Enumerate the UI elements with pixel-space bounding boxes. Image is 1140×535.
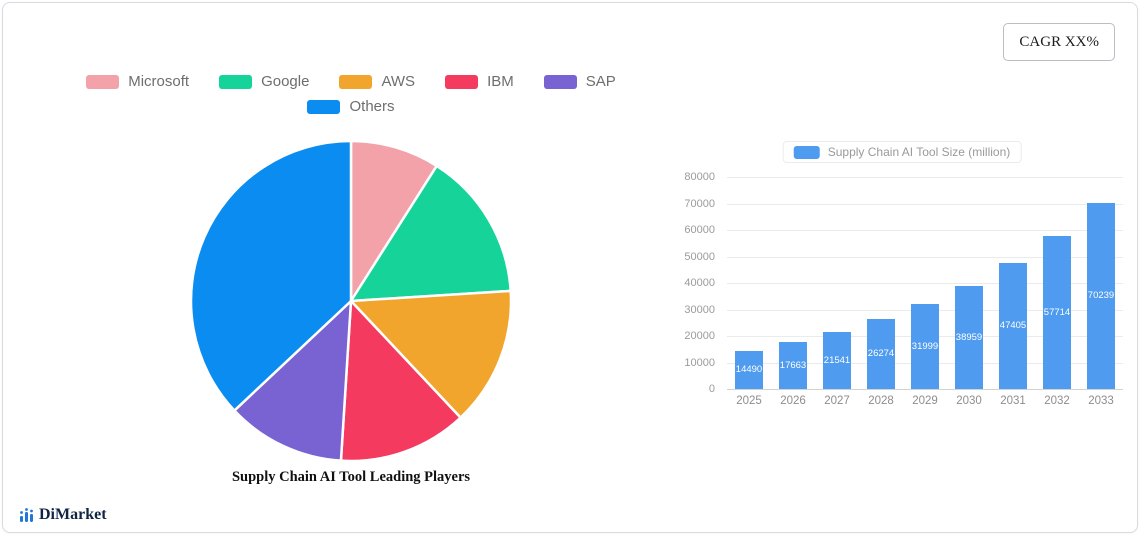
bar-plot: 14490 17663 21541 26274 31999 38959 47405 57714…: [727, 177, 1123, 390]
bar-column-2032: 57714: [1035, 177, 1079, 389]
bar-2026[interactable]: 17663: [779, 342, 807, 389]
legend-item-sap[interactable]: SAP: [543, 73, 616, 90]
x-tick-2029: 2029: [912, 395, 938, 407]
legend-swatch-google: [219, 74, 253, 89]
gridline-50000: [727, 256, 1123, 258]
legend-swatch-sap: [543, 74, 577, 89]
legend-label-ibm: IBM: [487, 73, 514, 90]
legend-item-aws[interactable]: AWS: [339, 73, 415, 90]
pie-legend-row-1: Microsoft Google AWS IBM SAP: [86, 73, 616, 90]
bar-plot-area: 0 10000 20000 30000 40000 50000 60000 70000 8000…: [671, 167, 1133, 417]
pie-legend-row-2: Others: [307, 98, 395, 115]
bar-value-2026: 17663: [779, 359, 807, 371]
y-tick-50000: 50000: [684, 250, 715, 263]
gridline-0: [727, 389, 1123, 390]
x-tick-2025: 2025: [736, 395, 762, 407]
legend-swatch-aws: [339, 74, 373, 89]
bar-2033[interactable]: 70239: [1087, 202, 1115, 389]
legend-item-microsoft[interactable]: Microsoft: [86, 73, 189, 90]
pie-slice-aws[interactable]: [349, 289, 513, 419]
y-tick-40000: 40000: [684, 277, 715, 289]
pie-slice-google[interactable]: [349, 164, 512, 303]
bar-value-2029: 31999: [911, 340, 939, 352]
legend-label-others: Others: [349, 98, 395, 115]
bar-value-2033: 70239: [1087, 290, 1115, 302]
gridline-80000: [727, 177, 1123, 178]
y-tick-20000: 20000: [684, 330, 715, 342]
legend-label-microsoft: Microsoft: [128, 73, 190, 90]
pie-slice-microsoft[interactable]: [349, 139, 438, 303]
bar-chart-section: Supply Chain AI Tool Size (million) 0 100…: [671, 141, 1133, 421]
gridline-40000: [727, 283, 1123, 284]
pie-slice-others[interactable]: [189, 139, 353, 412]
dimarket-bars-icon: [20, 507, 33, 522]
bar-column-2033: 70239: [1079, 177, 1123, 389]
bar-2031[interactable]: 47405: [999, 263, 1027, 389]
bar-column-2027: 21541: [815, 177, 859, 389]
bar-column-2029: 31999: [903, 177, 947, 389]
bar-value-2028: 26274: [867, 348, 895, 360]
legend-item-ibm[interactable]: IBM: [445, 73, 514, 90]
legend-swatch-others: [307, 99, 341, 114]
y-tick-30000: 30000: [684, 303, 715, 316]
x-tick-2032: 2032: [1044, 395, 1070, 407]
bar-value-2027: 21541: [823, 354, 851, 366]
bar-column-2025: 14490: [727, 177, 771, 389]
y-tick-80000: 80000: [684, 171, 715, 183]
legend-label-aws: AWS: [381, 73, 416, 90]
pie-slice-sap[interactable]: [233, 299, 353, 462]
bar-2025[interactable]: 14490: [735, 350, 763, 389]
x-tick-2033: 2033: [1088, 395, 1114, 407]
bar-2029[interactable]: 31999: [911, 304, 939, 389]
x-tick-2031: 2031: [1000, 395, 1026, 407]
legend-swatch-microsoft: [86, 74, 120, 89]
legend-item-google[interactable]: Google: [219, 73, 309, 90]
pie-chart-title: Supply Chain AI Tool Leading Players: [231, 469, 471, 485]
y-tick-0: 0: [708, 383, 715, 395]
bar-column-2026: 17663: [771, 177, 815, 389]
y-tick-60000: 60000: [684, 224, 715, 236]
y-axis-labels: 0 10000 20000 30000 40000 50000 60000 70000 8000…: [671, 171, 721, 395]
legend-item-others[interactable]: Others: [307, 98, 395, 115]
pie-chart: [189, 139, 513, 463]
cagr-label: CAGR XX%: [1019, 34, 1099, 50]
bar-2027[interactable]: 21541: [823, 331, 851, 389]
bar-column-2030: 38959: [947, 177, 991, 389]
legend-swatch-ibm: [445, 74, 479, 89]
bar-2032[interactable]: 57714: [1043, 236, 1071, 389]
gridline-60000: [727, 230, 1123, 231]
legend-label-google: Google: [261, 73, 310, 90]
bar-column-2031: 47405: [991, 177, 1035, 389]
y-tick-10000: 10000: [684, 356, 715, 369]
bar-2030[interactable]: 38959: [955, 285, 983, 389]
bars-container: 14490 17663 21541 26274 31999 38959 47405 57714…: [727, 177, 1123, 389]
pie-slice-ibm[interactable]: [339, 299, 462, 463]
x-tick-2028: 2028: [868, 395, 894, 407]
bar-2028[interactable]: 26274: [867, 319, 895, 389]
bar-legend-item[interactable]: Supply Chain AI Tool Size (million): [782, 141, 1022, 163]
bar-legend-label: Supply Chain AI Tool Size (million): [827, 145, 1011, 159]
legend-label-sap: SAP: [585, 73, 616, 90]
cagr-badge: CAGR XX%: [1003, 23, 1115, 61]
brand-name: DiMarket: [39, 506, 107, 523]
bar-value-2030: 38959: [955, 331, 983, 343]
bar-value-2032: 57714: [1043, 306, 1071, 318]
bar-legend-swatch: [793, 145, 820, 159]
pie-legend: Microsoft Google AWS IBM SAP Others: [31, 73, 671, 115]
bar-value-2031: 47405: [999, 320, 1027, 332]
gridline-70000: [727, 203, 1123, 205]
bar-value-2025: 14490: [735, 364, 763, 376]
x-axis-labels: 2025 2026 2027 2028 2029 2030 2031 2032 2033: [727, 395, 1123, 407]
bar-column-2028: 26274: [859, 177, 903, 389]
x-tick-2030: 2030: [956, 395, 982, 407]
y-tick-70000: 70000: [684, 197, 715, 210]
x-tick-2026: 2026: [780, 395, 806, 407]
brand-logo: DiMarket: [19, 506, 107, 524]
x-tick-2027: 2027: [824, 395, 850, 407]
